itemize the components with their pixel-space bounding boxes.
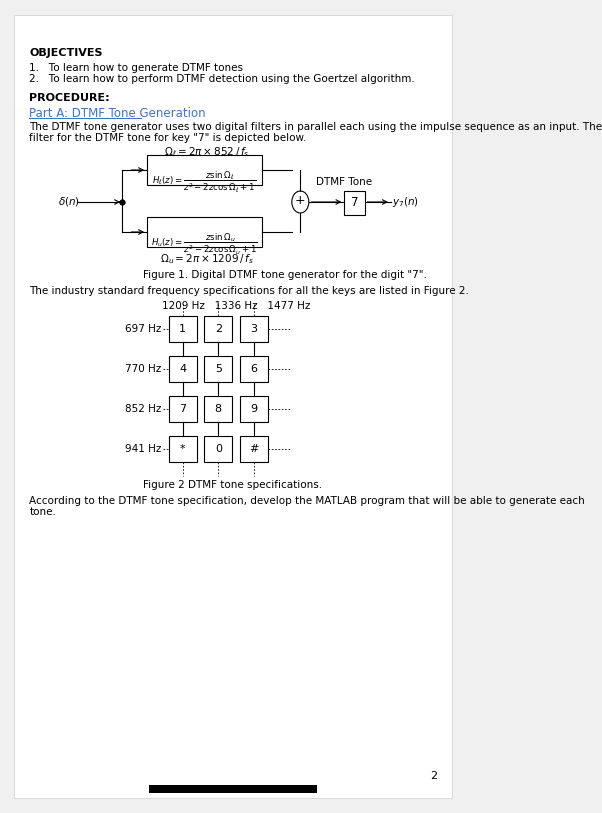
Text: 4: 4	[179, 364, 186, 374]
FancyBboxPatch shape	[169, 356, 197, 382]
FancyBboxPatch shape	[147, 155, 262, 185]
Text: 0: 0	[215, 444, 222, 454]
FancyBboxPatch shape	[204, 356, 232, 382]
Text: 2: 2	[215, 324, 222, 334]
Text: $\delta(n)$: $\delta(n)$	[58, 194, 80, 207]
FancyBboxPatch shape	[204, 316, 232, 342]
FancyBboxPatch shape	[149, 785, 317, 793]
Text: 941 Hz: 941 Hz	[125, 444, 161, 454]
Text: Figure 2 DTMF tone specifications.: Figure 2 DTMF tone specifications.	[143, 480, 322, 490]
Text: 3: 3	[250, 324, 258, 334]
FancyBboxPatch shape	[147, 217, 262, 247]
FancyBboxPatch shape	[240, 356, 268, 382]
Text: According to the DTMF tone specification, develop the MATLAB program that will b: According to the DTMF tone specification…	[29, 496, 585, 506]
FancyBboxPatch shape	[240, 316, 268, 342]
Text: The DTMF tone generator uses two digital filters in parallel each using the impu: The DTMF tone generator uses two digital…	[29, 122, 602, 132]
Text: +: +	[295, 194, 306, 207]
Text: $y_7(n)$: $y_7(n)$	[393, 195, 420, 209]
FancyBboxPatch shape	[240, 396, 268, 422]
Text: #: #	[249, 444, 259, 454]
Text: Figure 1. Digital DTMF tone generator for the digit "7".: Figure 1. Digital DTMF tone generator fo…	[143, 270, 427, 280]
FancyBboxPatch shape	[240, 436, 268, 462]
Text: tone.: tone.	[29, 507, 57, 517]
Text: *: *	[180, 444, 185, 454]
Text: 6: 6	[250, 364, 258, 374]
FancyBboxPatch shape	[169, 396, 197, 422]
Text: 2: 2	[430, 771, 437, 781]
Text: 770 Hz: 770 Hz	[125, 364, 161, 374]
Text: 1.   To learn how to generate DTMF tones: 1. To learn how to generate DTMF tones	[29, 63, 243, 73]
FancyBboxPatch shape	[14, 15, 452, 798]
Text: 9: 9	[250, 404, 258, 414]
FancyBboxPatch shape	[169, 436, 197, 462]
Text: 5: 5	[215, 364, 222, 374]
Text: 697 Hz: 697 Hz	[125, 324, 161, 334]
FancyBboxPatch shape	[344, 191, 365, 215]
Text: Part A: DTMF Tone Generation: Part A: DTMF Tone Generation	[29, 107, 206, 120]
Text: DTMF Tone: DTMF Tone	[316, 177, 372, 187]
FancyBboxPatch shape	[204, 396, 232, 422]
Text: 2.   To learn how to perform DTMF detection using the Goertzel algorithm.: 2. To learn how to perform DTMF detectio…	[29, 74, 415, 84]
Text: $\Omega_{\ell} = 2\pi \times 852\,/\,f_s$: $\Omega_{\ell} = 2\pi \times 852\,/\,f_s…	[164, 145, 249, 159]
Text: PROCEDURE:: PROCEDURE:	[29, 93, 110, 103]
FancyBboxPatch shape	[169, 316, 197, 342]
Text: $\Omega_u = 2\pi \times 1209\,/\,f_s$: $\Omega_u = 2\pi \times 1209\,/\,f_s$	[160, 252, 253, 266]
Text: 852 Hz: 852 Hz	[125, 404, 161, 414]
Text: $H_u(z)=\dfrac{z\sin\Omega_u}{z^2-2z\cos\Omega_u+1}$: $H_u(z)=\dfrac{z\sin\Omega_u}{z^2-2z\cos…	[151, 232, 258, 257]
Text: 1209 Hz   1336 Hz   1477 Hz: 1209 Hz 1336 Hz 1477 Hz	[162, 301, 310, 311]
Text: 7: 7	[179, 404, 186, 414]
FancyBboxPatch shape	[204, 436, 232, 462]
Text: 7: 7	[351, 195, 358, 208]
Text: 8: 8	[215, 404, 222, 414]
Text: OBJECTIVES: OBJECTIVES	[29, 48, 103, 58]
Text: 1: 1	[179, 324, 186, 334]
Text: $H_{\ell}(z)=\dfrac{z\sin\Omega_{\ell}}{z^2-2z\cos\Omega_{\ell}+1}$: $H_{\ell}(z)=\dfrac{z\sin\Omega_{\ell}}{…	[152, 170, 256, 195]
Text: The industry standard frequency specifications for all the keys are listed in Fi: The industry standard frequency specific…	[29, 286, 470, 296]
Text: filter for the DTMF tone for key "7" is depicted below.: filter for the DTMF tone for key "7" is …	[29, 133, 307, 143]
